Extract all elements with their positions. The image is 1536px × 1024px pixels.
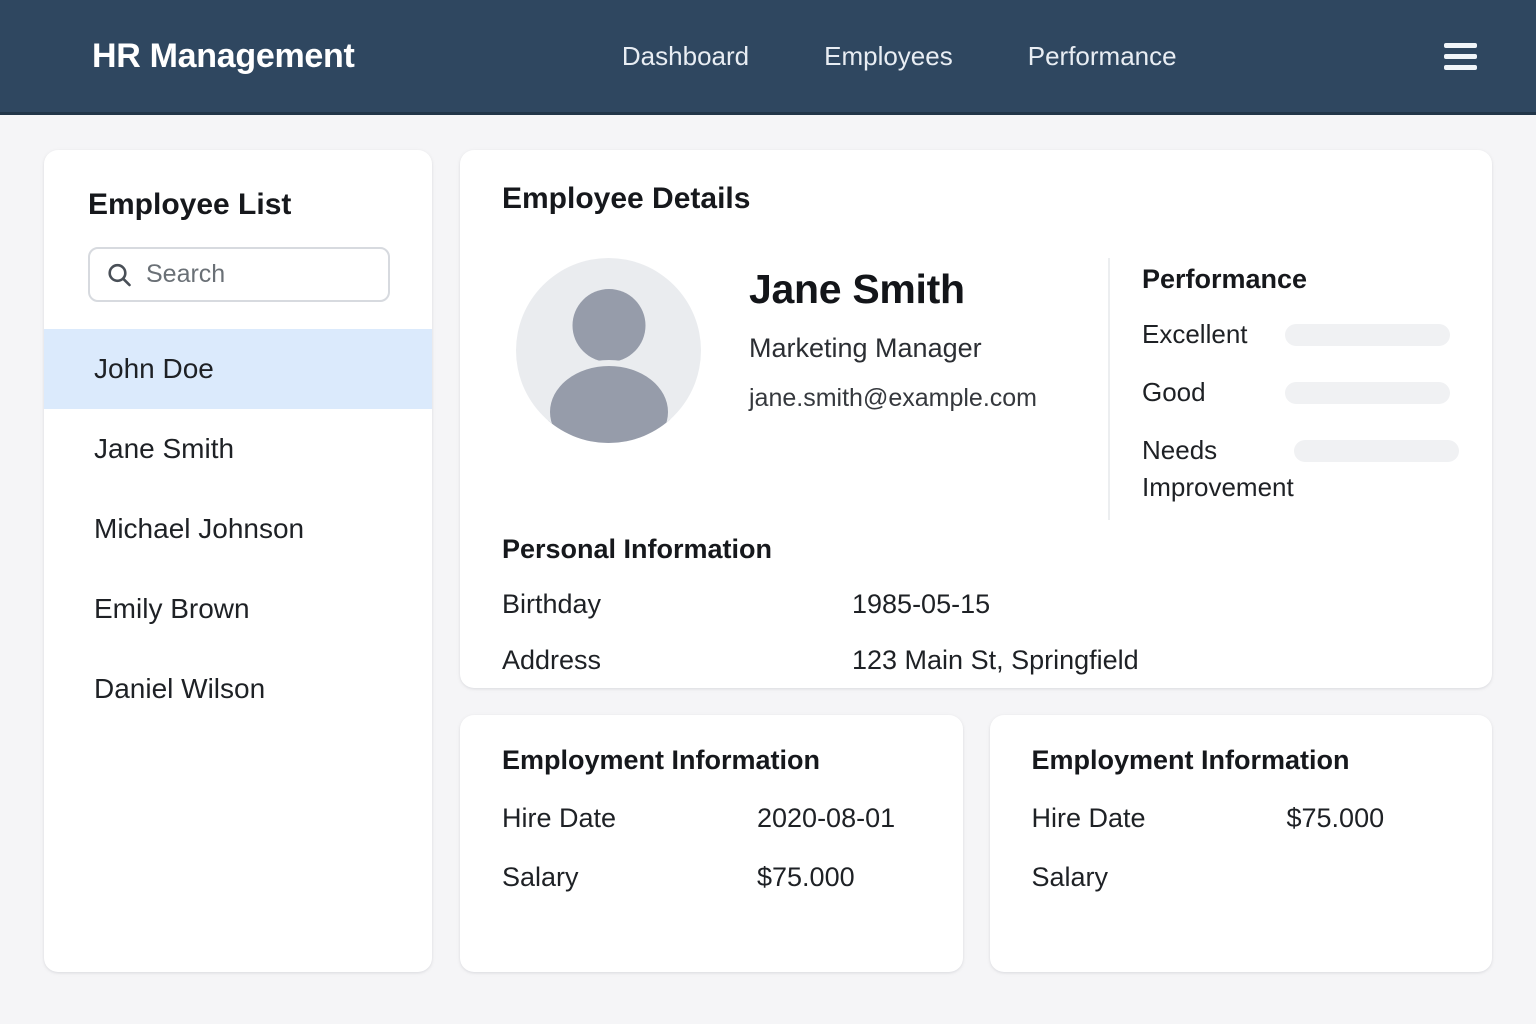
employee-details-title: Employee Details	[502, 182, 751, 215]
info-label: Salary	[1031, 862, 1109, 892]
employee-email: jane.smith@example.com	[749, 384, 1037, 412]
performance-label: Good	[1142, 377, 1206, 407]
info-label: Hire Date	[1031, 803, 1146, 833]
hamburger-menu-icon[interactable]	[1444, 39, 1477, 74]
employment-cards-row: Employment Information Hire Date 2020-08…	[460, 715, 1492, 972]
personal-info-section: Personal Information Birthday 1985-05-15…	[502, 534, 1450, 677]
performance-row: Excellent	[1142, 316, 1450, 353]
info-value: 123 Main St, Springfield	[852, 645, 1139, 675]
progress-bar	[1293, 440, 1459, 462]
employment-info-card: Employment Information Hire Date $75.000…	[989, 715, 1492, 972]
nav-link[interactable]: Employees	[824, 40, 953, 71]
main-content: Employee List John Doe Jane Smith Michael …	[0, 115, 1536, 972]
info-row: Hire Date 2020-08-01	[502, 802, 921, 835]
performance-title: Performance	[1142, 264, 1308, 294]
info-value: $75.000	[1286, 803, 1385, 833]
app-title: HR Management	[92, 36, 355, 75]
employment-info-title: Employment Information	[502, 745, 821, 775]
info-value: 1985-05-15	[852, 589, 991, 619]
performance-row: Good	[1142, 374, 1450, 411]
employee-list-title: Employee List	[88, 188, 292, 221]
info-value: $75.000	[757, 862, 855, 892]
progress-bar	[1285, 382, 1450, 404]
info-label: Birthday	[502, 589, 602, 619]
nav-link[interactable]: Dashboard	[621, 40, 750, 71]
employee-name: Jane Smith	[749, 266, 965, 312]
employee-list-item[interactable]: John Doe	[44, 329, 432, 409]
avatar	[516, 258, 701, 443]
info-label: Salary	[502, 862, 579, 892]
top-navbar: HR Management Dashboard Employees Performa…	[0, 0, 1536, 115]
info-row: Hire Date $75.000	[1032, 802, 1451, 835]
employee-list: John Doe Jane Smith Michael Johnson Emily B…	[44, 329, 432, 729]
search-box	[88, 247, 390, 302]
performance-label: Needs Improvement	[1142, 435, 1294, 502]
employee-list-item[interactable]: Michael Johnson	[94, 513, 305, 544]
employee-list-item[interactable]: Jane Smith	[94, 433, 235, 464]
main-nav: Dashboard Employees Performance	[622, 41, 1177, 72]
performance-label: Excellent	[1142, 319, 1248, 349]
employee-role: Marketing Manager	[749, 333, 982, 363]
employment-info-title: Employment Information	[1031, 745, 1350, 775]
info-row: Salary	[1032, 861, 1451, 894]
nav-link[interactable]: Performance	[1027, 40, 1177, 71]
info-row: Address 123 Main St, Springfield	[502, 644, 1450, 677]
search-icon	[108, 263, 131, 286]
employee-list-item[interactable]: Emily Brown	[94, 593, 250, 624]
search-input[interactable]	[88, 247, 390, 302]
performance-bars: Excellent Good Needs Improvement	[1142, 316, 1459, 506]
personal-info-rows: Birthday 1985-05-15 Address 123 Main St,…	[502, 588, 1450, 677]
employee-list-item[interactable]: Daniel Wilson	[94, 673, 266, 704]
info-value: 2020-08-01	[757, 803, 896, 833]
employee-list-panel: Employee List John Doe Jane Smith Michael …	[44, 150, 432, 972]
info-row: Salary $75.000	[502, 861, 921, 894]
progress-bar	[1285, 324, 1450, 346]
performance-row: Needs Improvement	[1142, 432, 1459, 506]
info-label: Hire Date	[502, 803, 617, 833]
info-label: Address	[502, 645, 602, 675]
performance-panel: Performance Excellent Good Needs Improve…	[1108, 258, 1459, 520]
info-row: Birthday 1985-05-15	[502, 588, 1450, 621]
employment-info-card: Employment Information Hire Date 2020-08…	[460, 715, 963, 972]
details-column: Employee Details Jane Smith Marketing Ma…	[460, 150, 1492, 972]
employee-details-card: Employee Details Jane Smith Marketing Ma…	[460, 150, 1492, 688]
personal-info-title: Personal Information	[502, 534, 773, 564]
profile-summary: Jane Smith Marketing Manager jane.smith@…	[502, 258, 1108, 520]
